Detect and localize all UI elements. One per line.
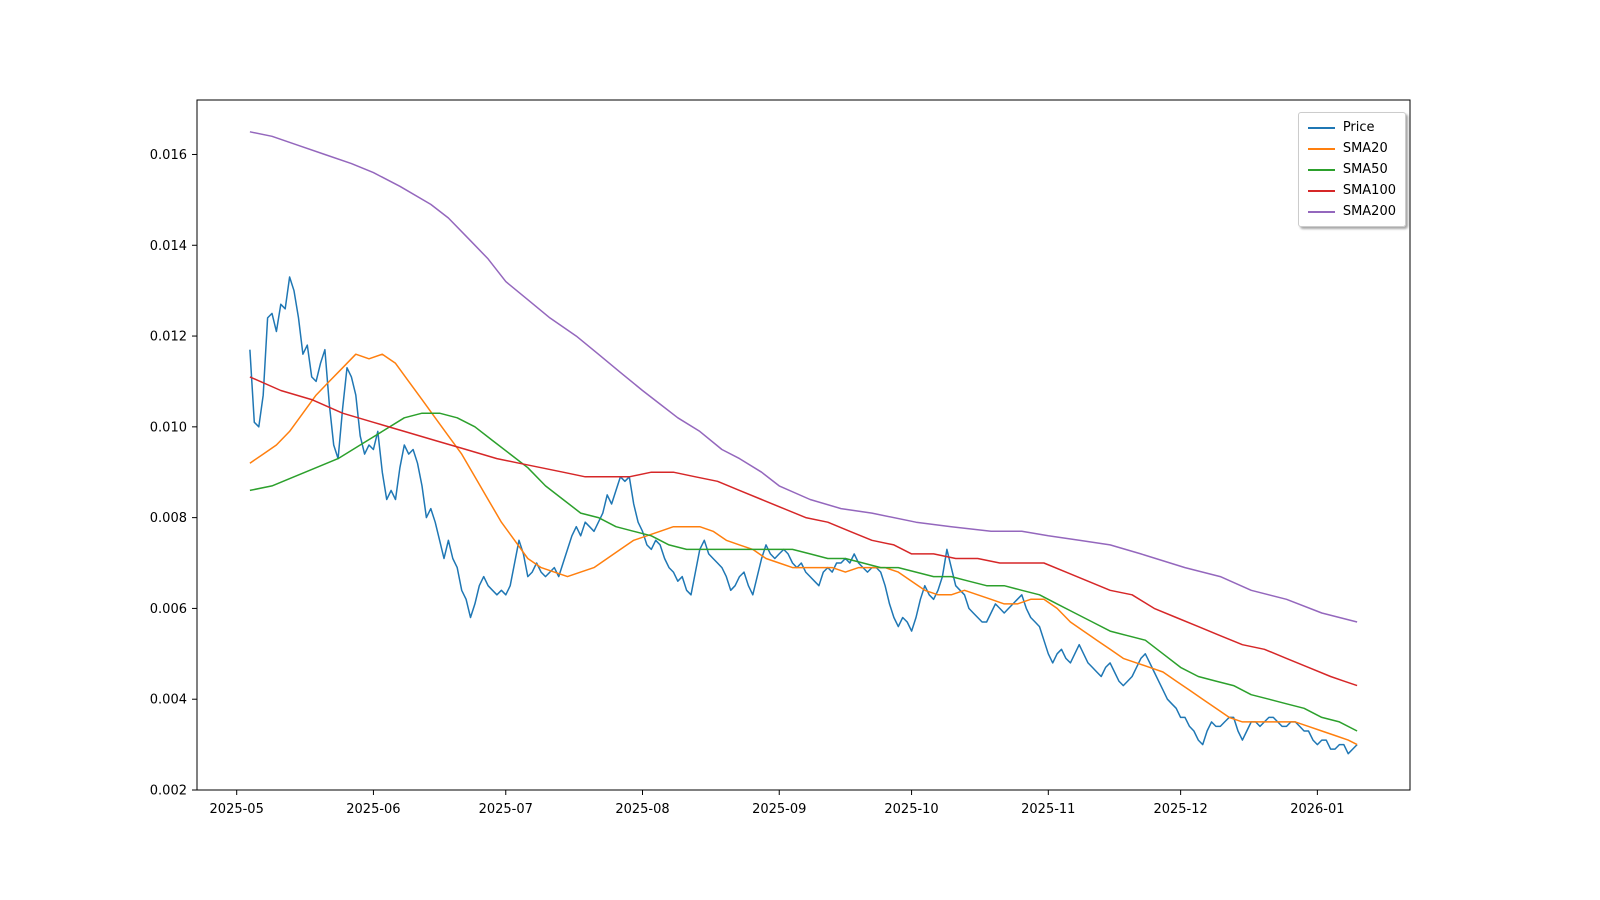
legend-item-sma50: SMA50 bbox=[1307, 161, 1396, 178]
y-tick-label: 0.012 bbox=[150, 330, 187, 345]
y-tick-label: 0.014 bbox=[150, 239, 187, 254]
x-tick-label: 2025-07 bbox=[479, 802, 533, 817]
legend-label-price: Price bbox=[1342, 120, 1375, 135]
legend-item-sma200: SMA200 bbox=[1307, 203, 1396, 220]
legend-line-sma50 bbox=[1307, 168, 1335, 171]
legend: Price SMA20 SMA50 SMA100 SMA200 bbox=[1297, 112, 1406, 227]
series-line-sma100 bbox=[249, 376, 1358, 687]
y-tick-label: 0.006 bbox=[150, 602, 187, 617]
axes-frame bbox=[196, 99, 1411, 791]
y-tick-label: 0.004 bbox=[150, 693, 187, 708]
x-tick-label: 2025-12 bbox=[1153, 802, 1207, 817]
y-tick-label: 0.008 bbox=[150, 511, 187, 526]
x-tick-label: 2025-08 bbox=[615, 802, 669, 817]
x-tick-label: 2025-05 bbox=[210, 802, 264, 817]
series-line-price bbox=[249, 276, 1358, 755]
legend-item-sma20: SMA20 bbox=[1307, 140, 1396, 157]
x-tick-label: 2025-06 bbox=[346, 802, 400, 817]
legend-line-price bbox=[1307, 126, 1335, 129]
legend-label-sma100: SMA100 bbox=[1342, 183, 1396, 198]
x-tick-label: 2026-01 bbox=[1290, 802, 1344, 817]
legend-line-sma20 bbox=[1307, 147, 1335, 150]
x-tick-label: 2025-11 bbox=[1021, 802, 1075, 817]
x-tick-label: 2025-10 bbox=[884, 802, 938, 817]
legend-label-sma50: SMA50 bbox=[1342, 162, 1388, 177]
legend-item-price: Price bbox=[1307, 119, 1396, 136]
legend-label-sma20: SMA20 bbox=[1342, 141, 1388, 156]
y-tick-label: 0.010 bbox=[150, 420, 187, 435]
series-line-sma50 bbox=[249, 412, 1358, 732]
series-line-sma200 bbox=[249, 131, 1358, 623]
legend-line-sma200 bbox=[1307, 210, 1335, 213]
x-tick-label: 2025-09 bbox=[752, 802, 806, 817]
y-tick-label: 0.002 bbox=[150, 784, 187, 799]
y-tick-label: 0.016 bbox=[150, 148, 187, 163]
legend-label-sma200: SMA200 bbox=[1342, 204, 1396, 219]
legend-item-sma100: SMA100 bbox=[1307, 182, 1396, 199]
legend-line-sma100 bbox=[1307, 189, 1335, 192]
series-line-sma20 bbox=[249, 353, 1358, 746]
